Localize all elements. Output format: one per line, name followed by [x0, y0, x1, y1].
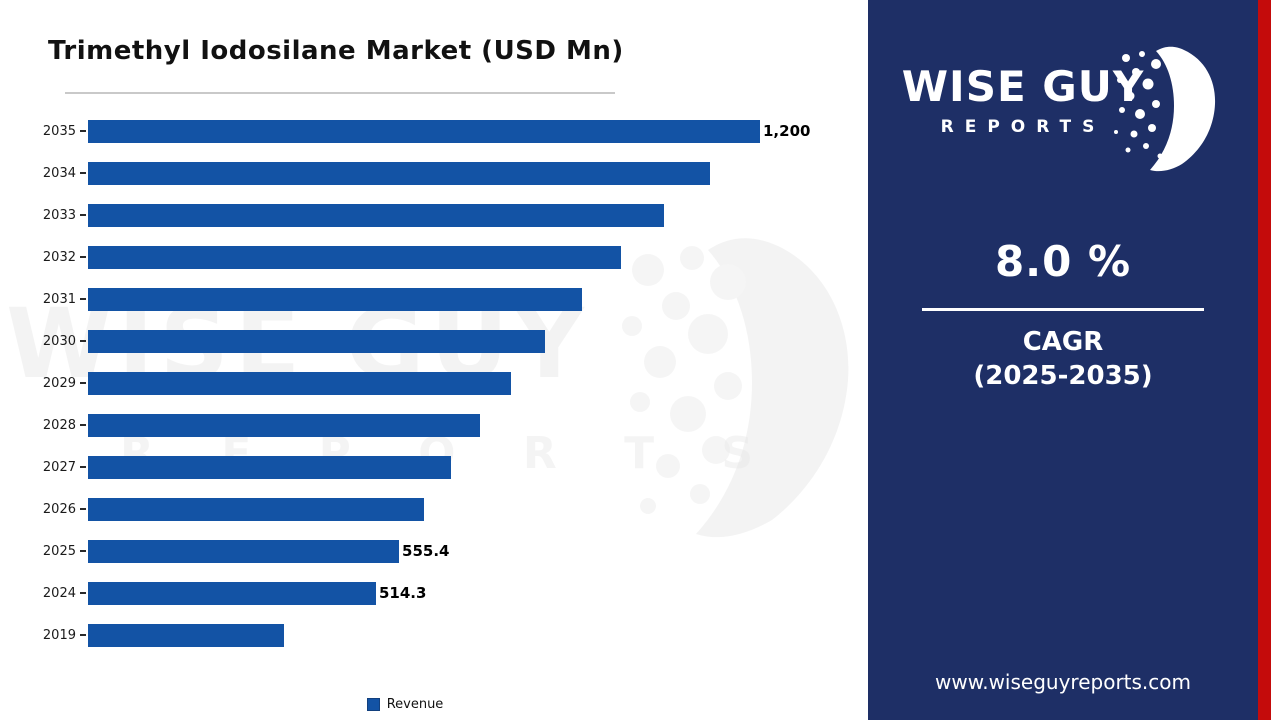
bar-track: [88, 623, 844, 647]
brand-panel: WISE GUY REPORTS 8.0 % CAGR (2025-2035) …: [868, 0, 1258, 720]
revenue-bar: [88, 245, 621, 269]
y-tick-label: 2024: [42, 585, 76, 601]
bar-track: [88, 245, 844, 269]
bar-row: 2026: [30, 488, 844, 530]
y-tick-label: 2019: [42, 627, 76, 643]
bar-row: 2035 1,200: [30, 110, 844, 152]
bar-track: [88, 371, 844, 395]
y-tick-mark: [80, 508, 86, 510]
revenue-bar: [88, 119, 760, 143]
revenue-bar: [88, 413, 480, 437]
y-tick-label: 2029: [42, 375, 76, 391]
bar-plot: 2035 1,200 2034 2033 2032 2031 2030 2029 2028 202…: [30, 110, 844, 656]
bar-track: 514.3: [88, 581, 844, 605]
y-tick-label: 2031: [42, 291, 76, 307]
y-tick-label: 2030: [42, 333, 76, 349]
y-tick-mark: [80, 424, 86, 426]
y-tick-mark: [80, 172, 86, 174]
y-tick-mark: [80, 382, 86, 384]
bar-row: 2025 555.4: [30, 530, 844, 572]
y-tick-mark: [80, 340, 86, 342]
y-tick-label: 2034: [42, 165, 76, 181]
revenue-bar: [88, 455, 451, 479]
title-divider: [65, 92, 615, 94]
cagr-divider: [922, 308, 1204, 311]
chart-title: Trimethyl Iodosilane Market (USD Mn): [48, 36, 624, 66]
bar-row: 2024 514.3: [30, 572, 844, 614]
bar-track: [88, 203, 844, 227]
bar-data-label: 514.3: [379, 584, 427, 602]
bar-track: [88, 329, 844, 353]
bar-track: [88, 497, 844, 521]
y-tick-mark: [80, 550, 86, 552]
y-tick-label: 2035: [42, 123, 76, 139]
revenue-bar: [88, 623, 284, 647]
bar-track: 1,200: [88, 119, 844, 143]
bar-data-label: 1,200: [763, 122, 811, 140]
bar-row: 2030: [30, 320, 844, 362]
bar-track: [88, 161, 844, 185]
y-tick-label: 2033: [42, 207, 76, 223]
revenue-bar: [88, 161, 710, 185]
y-tick-label: 2026: [42, 501, 76, 517]
logo-wise-guy-text: WISE GUY: [901, 62, 1145, 111]
revenue-bar: [88, 539, 400, 563]
y-tick-mark: [80, 214, 86, 216]
logo-reports-text: REPORTS: [940, 117, 1106, 137]
y-tick-label: 2027: [42, 459, 76, 475]
bar-track: [88, 455, 844, 479]
y-tick-mark: [80, 634, 86, 636]
bar-row: 2034: [30, 152, 844, 194]
y-tick-mark: [80, 256, 86, 258]
y-tick-mark: [80, 466, 86, 468]
cagr-period: (2025-2035): [973, 361, 1153, 391]
y-tick-label: 2025: [42, 543, 76, 559]
logo-head-icon: [1114, 46, 1216, 172]
bar-row: 2028: [30, 404, 844, 446]
wise-guy-reports-logo: WISE GUY REPORTS: [898, 46, 1228, 172]
legend-label-revenue: Revenue: [386, 697, 444, 712]
bar-row: 2029: [30, 362, 844, 404]
y-tick-label: 2032: [42, 249, 76, 265]
chart-area: WISE GUY R E P O R T S Trimethyl Iodosil…: [0, 36, 849, 712]
bar-row: 2019: [30, 614, 844, 656]
cagr-value: 8.0 %: [994, 237, 1132, 286]
revenue-bar: [88, 581, 376, 605]
legend: Revenue: [0, 697, 810, 712]
y-tick-mark: [80, 592, 86, 594]
legend-swatch-revenue: [366, 698, 380, 711]
revenue-bar: [88, 497, 424, 521]
logo-text: WISE GUY REPORTS: [898, 62, 1148, 137]
y-tick-label: 2028: [42, 417, 76, 433]
bar-track: [88, 287, 844, 311]
bar-track: 555.4: [88, 539, 844, 563]
revenue-bar: [88, 203, 664, 227]
bar-row: 2033: [30, 194, 844, 236]
bar-row: 2031: [30, 278, 844, 320]
website-link[interactable]: www.wiseguyreports.com: [934, 670, 1191, 694]
y-tick-mark: [80, 298, 86, 300]
accent-strip: [1258, 0, 1271, 720]
revenue-bar: [88, 329, 545, 353]
bar-row: 2027: [30, 446, 844, 488]
bar-track: [88, 413, 844, 437]
revenue-bar: [88, 287, 582, 311]
y-tick-mark: [80, 130, 86, 132]
bar-data-label: 555.4: [402, 542, 450, 560]
cagr-label: CAGR: [1022, 327, 1104, 357]
bar-row: 2032: [30, 236, 844, 278]
revenue-bar: [88, 371, 512, 395]
